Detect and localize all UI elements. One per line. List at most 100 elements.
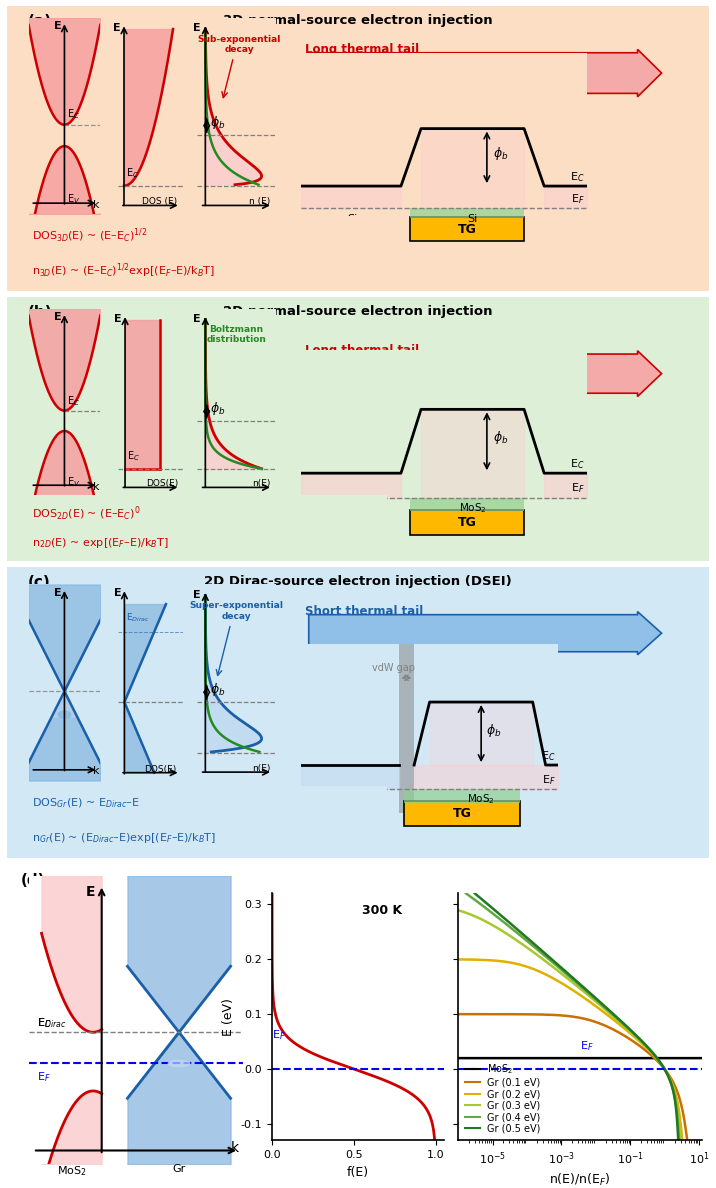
Gr (0.5 eV) [544,949,553,963]
MoS$_2$ [385,1133,394,1148]
Gr (0.4 eV) [670,1088,679,1102]
Text: E$_{Dirac}$: E$_{Dirac}$ [127,611,150,624]
Gr (0.4 eV) [642,1040,651,1054]
Text: Si: Si [468,214,478,223]
Text: E: E [114,588,121,599]
Line: Gr (0.5 eV): Gr (0.5 eV) [475,893,678,1140]
Text: n(E): n(E) [251,480,270,488]
Text: 2D normal-source electron injection: 2D normal-source electron injection [223,305,493,318]
Text: n$_{2D}$(E) ~ exp[(E$_F$–E)/k$_B$T]: n$_{2D}$(E) ~ exp[(E$_F$–E)/k$_B$T] [32,536,169,550]
Text: TG: TG [453,807,471,820]
Gr (0.5 eV) [642,1040,651,1054]
Text: DOS$_{3D}$(E) ~ (E–E$_C$)$^{1/2}$: DOS$_{3D}$(E) ~ (E–E$_C$)$^{1/2}$ [32,227,147,245]
Text: E$_C$: E$_C$ [126,166,139,181]
Gr (0.5 eV) [470,886,479,901]
Text: $\phi_b$: $\phi_b$ [493,145,508,163]
Gr (0.2 eV) [385,949,394,963]
Text: Long thermal tail: Long thermal tail [305,43,419,56]
Gr (0.5 eV) [522,930,531,944]
Text: k: k [93,200,100,209]
Bar [410,498,524,512]
Text: Sub-exponential
decay: Sub-exponential decay [198,34,281,53]
Gr (0.2 eV) [385,930,394,944]
Text: MoS$_2$: MoS$_2$ [57,1164,87,1178]
Text: Boltzmann
distribution: Boltzmann distribution [206,324,266,345]
Text: E: E [54,312,62,322]
Text: E: E [193,314,201,324]
Text: Si: Si [347,214,357,223]
X-axis label: n(E)/n(E$_F$): n(E)/n(E$_F$) [549,1173,611,1188]
Line: MoS$_2$: MoS$_2$ [390,893,716,1140]
Gr (0.1 eV) [674,1088,683,1102]
Text: E$_C$: E$_C$ [541,748,556,763]
Text: E$_C$: E$_C$ [570,170,584,184]
Line: Gr (0.2 eV): Gr (0.2 eV) [390,893,682,1140]
Text: E$_F$: E$_F$ [580,1038,594,1053]
Bar [404,802,520,826]
Polygon shape [58,712,71,718]
Text: E: E [113,24,121,33]
Gr (0.4 eV) [569,973,577,987]
Gr (0.1 eV) [385,886,394,901]
Gr (0.3 eV) [642,1040,650,1054]
Gr (0.2 eV) [678,1133,687,1148]
Gr (0.3 eV) [508,930,516,944]
Text: (d): (d) [21,873,46,889]
Gr (0.1 eV) [385,973,394,987]
Text: MoS$_2$: MoS$_2$ [459,501,486,514]
Text: DOS$_{2D}$(E) ~ (E–E$_C$)$^{0}$: DOS$_{2D}$(E) ~ (E–E$_C$)$^{0}$ [32,505,140,523]
Gr (0.3 eV) [534,949,543,963]
X-axis label: f(E): f(E) [347,1165,369,1178]
Line: Gr (0.1 eV): Gr (0.1 eV) [390,893,687,1140]
Text: $\phi_b$: $\phi_b$ [486,721,502,739]
Text: E$_C$: E$_C$ [37,1016,52,1030]
Text: $\phi_b$: $\phi_b$ [493,429,508,447]
Gr (0.5 eV) [674,1133,682,1148]
Text: E: E [86,885,95,898]
Text: E: E [54,588,62,598]
Legend: MoS$_2$, Gr (0.1 eV), Gr (0.2 eV), Gr (0.3 eV), Gr (0.4 eV), Gr (0.5 eV): MoS$_2$, Gr (0.1 eV), Gr (0.2 eV), Gr (0… [463,1061,543,1136]
Text: DOS(E): DOS(E) [146,480,178,488]
Text: E$_F$: E$_F$ [571,481,584,495]
Text: n$_{Gr}$(E) ~ (E$_{Dirac}$–E)exp[(E$_F$–E)/k$_B$T]: n$_{Gr}$(E) ~ (E$_{Dirac}$–E)exp[(E$_F$–… [32,832,216,845]
Text: E$_V$: E$_V$ [67,475,80,488]
Text: MoS$_2$: MoS$_2$ [339,501,366,514]
Gr (0.4 eV) [462,886,470,901]
FancyArrow shape [309,50,662,96]
Text: DOS (E): DOS (E) [142,197,177,206]
Text: Short thermal tail: Short thermal tail [305,606,423,619]
Text: DOS$_{Gr}$(E) ~ E$_{Dirac}$–E: DOS$_{Gr}$(E) ~ E$_{Dirac}$–E [32,797,140,810]
Gr (0.1 eV) [385,949,394,963]
Line: Gr (0.3 eV): Gr (0.3 eV) [390,893,680,1140]
Text: E$_F$: E$_F$ [272,1028,286,1042]
Text: Long thermal tail: Long thermal tail [305,345,419,358]
Text: Gr: Gr [173,1164,185,1174]
FancyArrow shape [309,350,662,397]
Text: Gr: Gr [333,796,346,807]
Bar [410,217,524,241]
Gr (0.4 eV) [541,949,550,963]
Bar [410,510,524,535]
Text: E$_C$: E$_C$ [127,449,140,463]
Gr (0.5 eV) [571,973,579,987]
Text: E$_C$: E$_C$ [67,394,80,407]
Text: MoS$_2$: MoS$_2$ [468,792,495,807]
Gr (0.4 eV) [584,985,592,999]
Gr (0.2 eV) [672,1088,680,1102]
Gr (0.1 eV) [636,1040,644,1054]
Gr (0.3 eV) [581,985,589,999]
Text: k: k [93,482,100,492]
Text: E$_C$: E$_C$ [570,457,584,470]
Gr (0.4 eV) [674,1133,683,1148]
Text: k: k [231,1142,239,1155]
Text: k: k [93,766,100,776]
Text: TG: TG [458,516,476,529]
Text: n(E): n(E) [251,764,270,772]
Text: Super-exponential
decay: Super-exponential decay [189,601,284,620]
Text: (c): (c) [28,575,51,590]
Gr (0.3 eV) [671,1088,679,1102]
Y-axis label: E (eV): E (eV) [222,998,235,1036]
Gr (0.1 eV) [385,985,394,999]
Gr (0.2 eV) [551,973,560,987]
Gr (0.5 eV) [585,985,594,999]
